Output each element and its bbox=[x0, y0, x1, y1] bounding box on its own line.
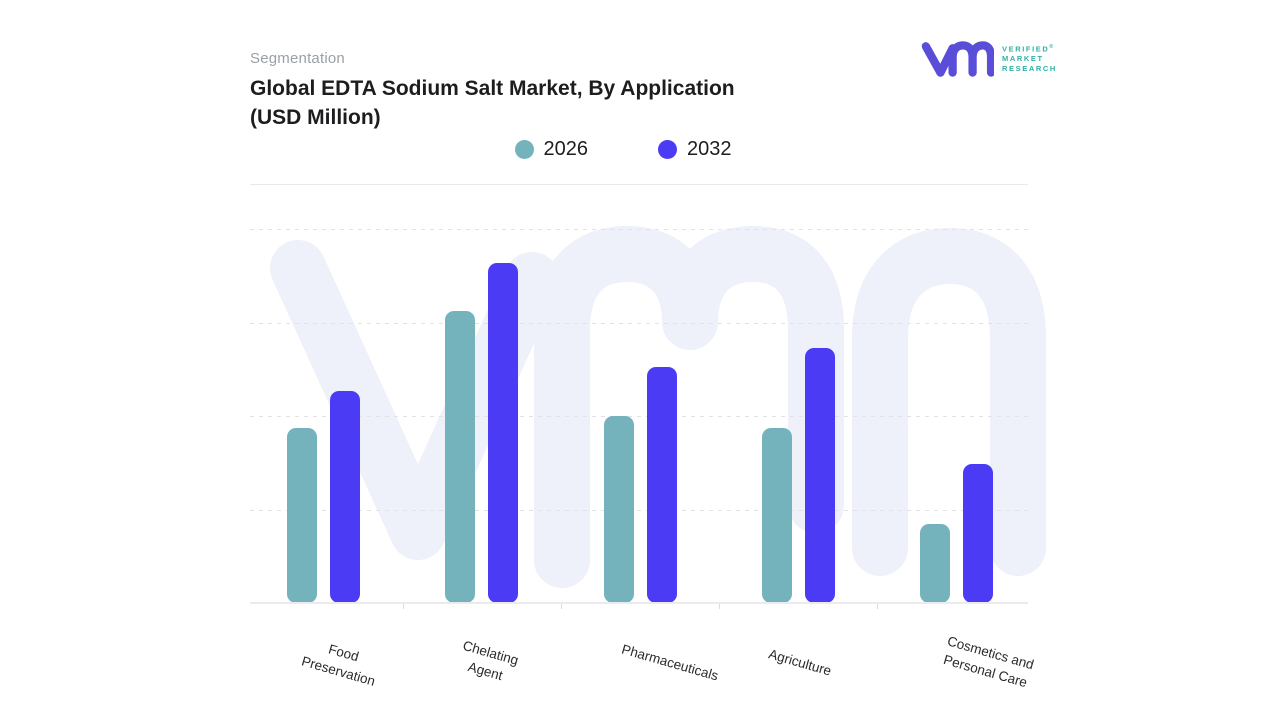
legend-item-2026: 2026 bbox=[514, 137, 589, 161]
registered-mark: ® bbox=[1049, 44, 1054, 50]
chart-title: Global EDTA Sodium Salt Market, By Appli… bbox=[250, 74, 810, 132]
gridline bbox=[250, 229, 1028, 230]
legend-item-2032: 2032 bbox=[658, 138, 732, 161]
bar-2026-agriculture bbox=[761, 428, 792, 603]
chart-title-line1: Global EDTA Sodium Salt Market, By Appli… bbox=[250, 77, 735, 100]
x-axis-line bbox=[250, 602, 1028, 604]
eyebrow-label: Segmentation bbox=[250, 50, 345, 67]
header-divider bbox=[250, 184, 1028, 185]
axis-tick bbox=[877, 604, 879, 609]
gridline bbox=[250, 509, 1028, 511]
bar-2026-chelating-agent bbox=[445, 311, 476, 603]
chart-title-line2: (USD Million) bbox=[250, 106, 381, 129]
legend-swatch-2026 bbox=[514, 139, 534, 159]
bar-2032-chelating-agent bbox=[488, 263, 519, 603]
legend: 2026 2032 bbox=[250, 134, 996, 164]
gridline bbox=[250, 322, 1028, 324]
axis-tick bbox=[560, 604, 562, 609]
bar-2026-pharmaceuticals bbox=[603, 416, 634, 603]
bar-2032-pharmaceuticals bbox=[646, 367, 677, 603]
legend-label-2032: 2032 bbox=[687, 137, 732, 160]
axis-tick bbox=[402, 604, 404, 609]
legend-label-2026: 2026 bbox=[543, 137, 589, 160]
axis-tick bbox=[719, 604, 721, 609]
bar-2032-food-preservation bbox=[330, 391, 360, 603]
vmr-logo-text: VERIFIED® MARKET RESEARCH bbox=[1002, 44, 1057, 73]
legend-swatch-2032 bbox=[658, 139, 677, 159]
gridline bbox=[250, 416, 1028, 417]
bar-2026-cosmetics-and-personal-care bbox=[920, 524, 950, 603]
vmr-logo: VERIFIED® MARKET RESEARCH bbox=[920, 34, 1070, 82]
bar-2026-food-preservation bbox=[287, 428, 317, 603]
bar-2032-agriculture bbox=[804, 348, 835, 603]
vmr-monogram-icon bbox=[921, 41, 994, 77]
bar-2032-cosmetics-and-personal-care bbox=[963, 464, 993, 603]
